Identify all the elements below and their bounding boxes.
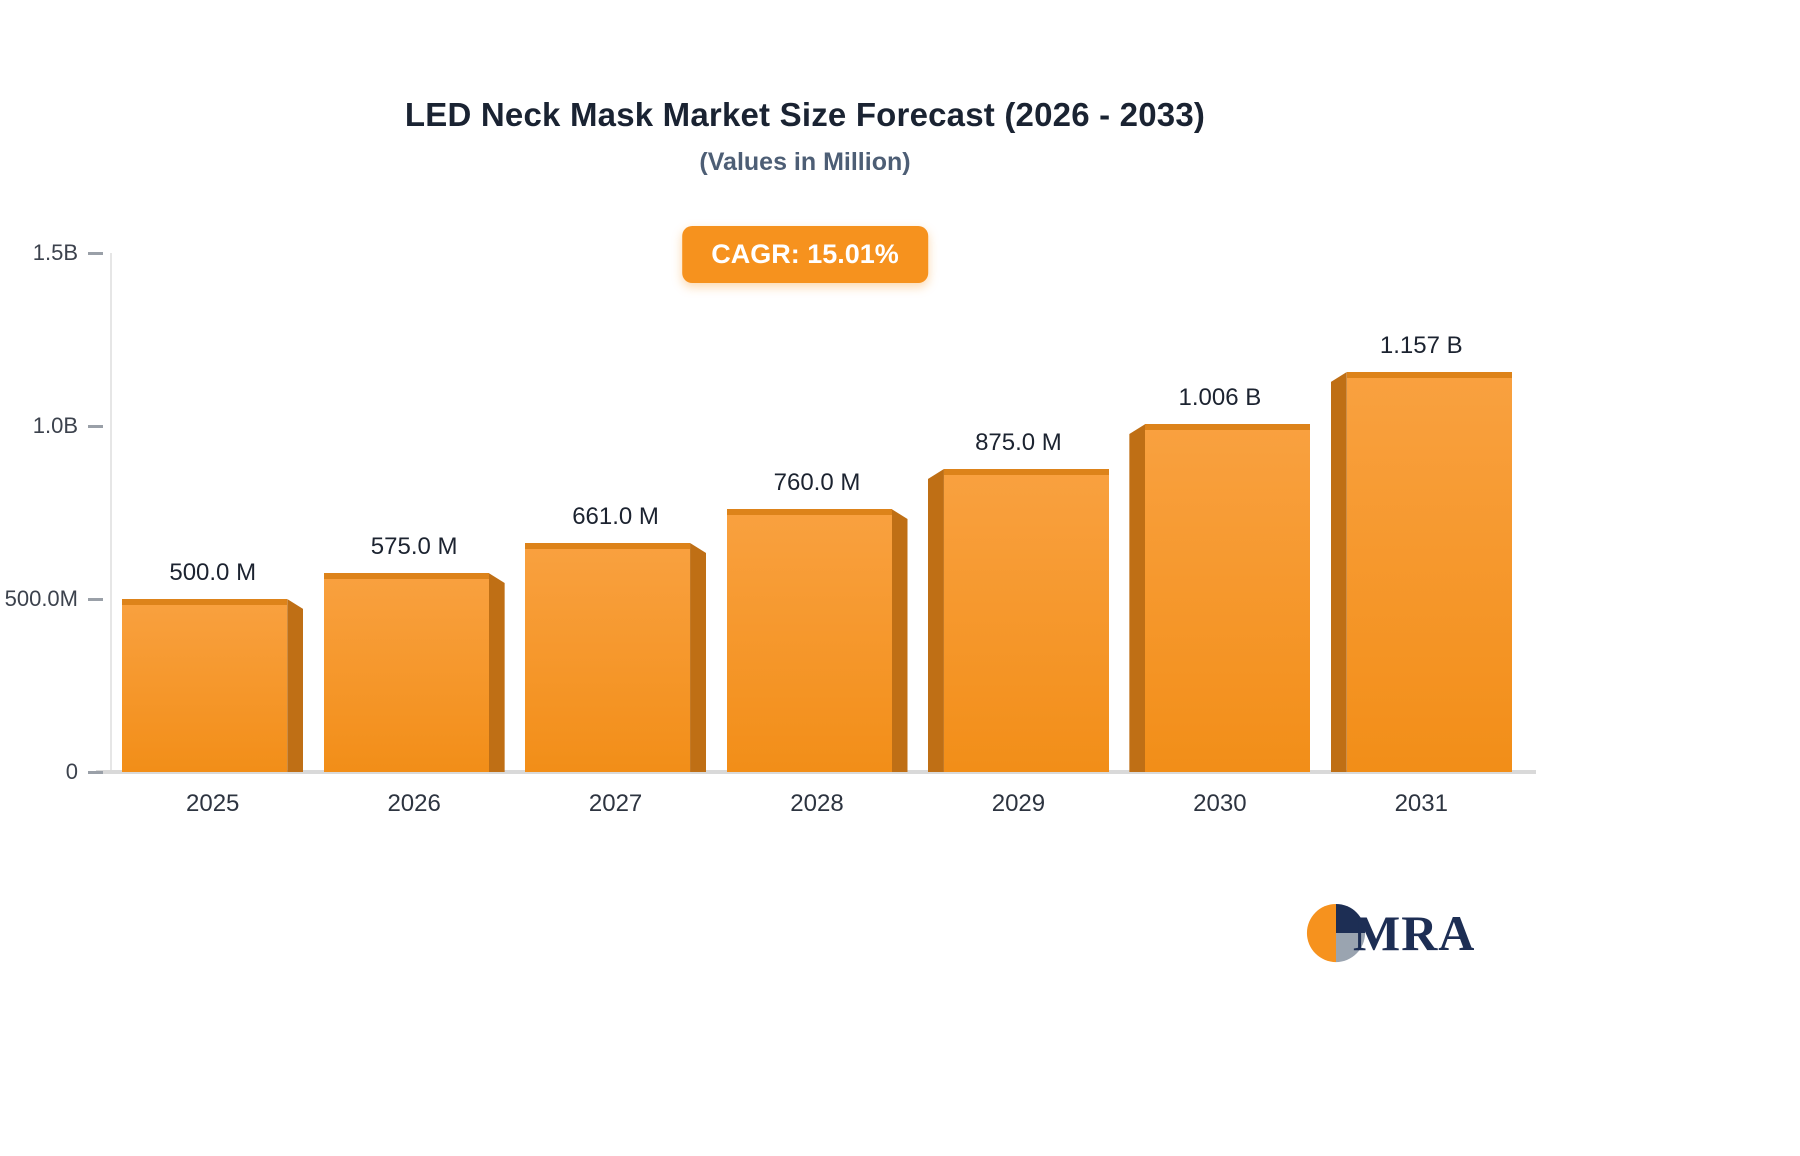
bar-3d-side [690,543,707,772]
x-axis-label: 2029 [991,790,1046,817]
bar-value-label: 500.0 M [169,559,257,586]
mra-logo: MRA [1305,898,1475,968]
bar-value-label: 875.0 M [975,429,1062,456]
bar-face [726,509,892,772]
x-axis-line [96,770,1536,774]
y-tick-label: 1.5B [32,240,78,265]
bar-3d-side [287,599,304,772]
bar-3d-side [1129,424,1146,772]
bar-3d-side [891,509,908,772]
bar-value-label: 760.0 M [773,469,861,496]
bar-2026 [323,573,505,772]
x-axis-label: 2031 [1394,790,1448,817]
bar-2027 [525,543,707,772]
y-tick-mark [88,771,103,774]
bar-face [323,573,489,772]
y-tick-mark [88,425,103,428]
bar-value-label: 1.006 B [1178,384,1262,411]
x-axis-label: 2028 [790,790,844,817]
cagr-badge: CAGR: 15.01% [682,226,928,283]
chart-subtitle: (Values in Million) [699,148,911,176]
mra-pie-icon [1306,903,1366,963]
y-tick-label: 500.0M [4,586,78,611]
bar-2029 [927,469,1109,772]
bar-2028 [726,509,908,772]
bar-2030 [1129,424,1311,772]
x-axis-label: 2030 [1193,790,1247,817]
x-axis-label: 2027 [588,790,643,817]
mra-logo-text: MRA [1353,905,1476,961]
bar-3d-side [488,573,505,772]
bar-face [525,543,691,772]
x-axis-label: 2025 [186,790,240,817]
chart-title: LED Neck Mask Market Size Forecast (2026… [404,96,1206,133]
bar-value-label: 661.0 M [572,503,659,530]
y-tick-mark [88,598,103,601]
y-tick-label: 1.0B [32,413,78,438]
bar-3d-side [1330,372,1347,772]
y-tick-mark [88,252,103,255]
bar-face [122,599,288,772]
bar-3d-side [927,469,944,772]
bar-2025 [122,599,304,772]
bar-face [1145,424,1311,772]
bar-face [1346,372,1512,772]
x-axis-label: 2026 [387,790,441,817]
bar-value-label: 575.0 M [370,533,458,560]
bar-face [943,469,1109,772]
y-tick-label: 0 [65,759,78,784]
plot-area: 1.5B 1.0B 500.0M 0 500.0 M 2025 575.0 M 2026 661… [5,240,1536,817]
bar-value-label: 1.157 B [1379,332,1463,359]
bar-2031 [1330,372,1512,772]
